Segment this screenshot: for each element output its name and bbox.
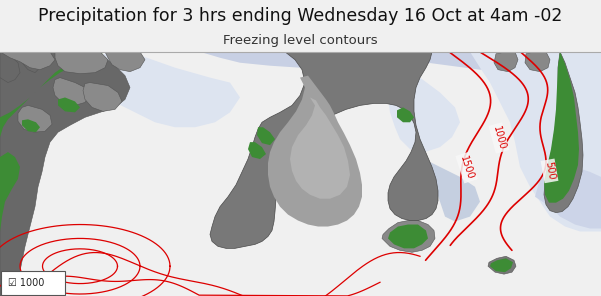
Polygon shape [0, 52, 20, 83]
Polygon shape [0, 52, 55, 70]
Polygon shape [90, 52, 240, 127]
Polygon shape [488, 256, 516, 274]
Polygon shape [83, 83, 122, 111]
Polygon shape [257, 127, 275, 145]
Polygon shape [544, 52, 579, 203]
Polygon shape [380, 52, 460, 152]
Polygon shape [22, 119, 40, 132]
Text: ☑ 1000: ☑ 1000 [8, 278, 44, 288]
Polygon shape [200, 52, 601, 70]
Polygon shape [382, 221, 435, 252]
Polygon shape [544, 52, 583, 213]
Polygon shape [535, 165, 601, 229]
Text: 1500: 1500 [458, 154, 475, 181]
Polygon shape [20, 52, 40, 73]
Polygon shape [105, 52, 145, 72]
Polygon shape [290, 97, 350, 199]
Polygon shape [0, 152, 20, 266]
Polygon shape [248, 142, 266, 159]
Polygon shape [55, 52, 108, 74]
Polygon shape [58, 97, 80, 112]
FancyBboxPatch shape [1, 271, 65, 295]
Polygon shape [525, 52, 550, 72]
Text: Freezing level contours: Freezing level contours [223, 34, 378, 47]
Polygon shape [210, 52, 438, 248]
Text: 500: 500 [543, 161, 556, 181]
Polygon shape [490, 258, 513, 272]
Polygon shape [0, 52, 108, 296]
Polygon shape [0, 52, 130, 296]
Polygon shape [494, 52, 518, 72]
Polygon shape [18, 105, 52, 132]
Text: 1000: 1000 [491, 125, 507, 151]
Polygon shape [388, 225, 428, 248]
Polygon shape [470, 52, 601, 231]
Polygon shape [397, 107, 414, 122]
Polygon shape [268, 75, 362, 226]
Text: Precipitation for 3 hrs ending Wednesday 16 Oct at 4am -02: Precipitation for 3 hrs ending Wednesday… [38, 7, 563, 25]
Polygon shape [420, 157, 480, 221]
Polygon shape [53, 78, 90, 105]
